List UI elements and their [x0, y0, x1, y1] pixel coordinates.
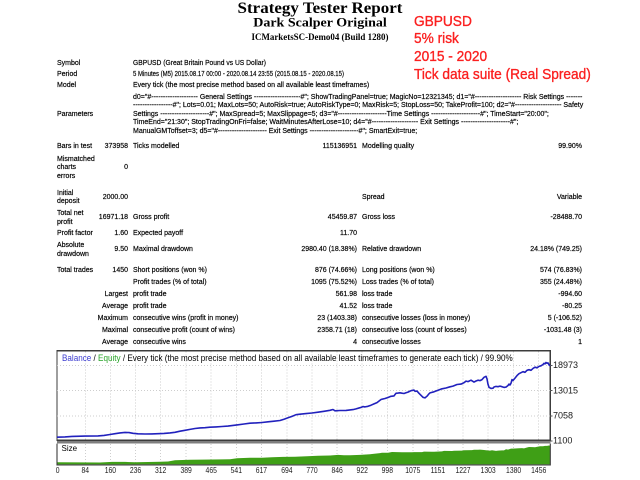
svg-text:465: 465 [206, 465, 217, 475]
svg-text:389: 389 [180, 465, 191, 475]
svg-text:1380: 1380 [506, 465, 521, 475]
svg-text:1456: 1456 [531, 465, 546, 475]
svg-text:1303: 1303 [481, 465, 496, 475]
svg-text:998: 998 [382, 465, 393, 475]
svg-text:541: 541 [231, 465, 242, 475]
svg-text:1227: 1227 [455, 465, 470, 475]
svg-text:770: 770 [306, 465, 317, 475]
svg-text:160: 160 [105, 465, 116, 475]
svg-text:312: 312 [155, 465, 166, 475]
svg-text:7058: 7058 [553, 411, 573, 421]
svg-text:84: 84 [82, 465, 90, 475]
svg-text:Size: Size [62, 444, 78, 453]
svg-text:0: 0 [56, 465, 60, 475]
svg-text:Balance / Equity / Every tick: Balance / Equity / Every tick (the most … [62, 352, 513, 363]
svg-text:236: 236 [130, 465, 141, 475]
svg-text:922: 922 [357, 465, 368, 475]
svg-text:694: 694 [281, 465, 292, 475]
svg-text:846: 846 [331, 465, 342, 475]
svg-text:617: 617 [256, 465, 267, 475]
svg-text:18973: 18973 [553, 360, 578, 370]
svg-text:13015: 13015 [553, 385, 578, 395]
svg-text:1100: 1100 [553, 436, 572, 446]
svg-text:1075: 1075 [405, 465, 420, 475]
svg-text:1151: 1151 [431, 465, 446, 475]
